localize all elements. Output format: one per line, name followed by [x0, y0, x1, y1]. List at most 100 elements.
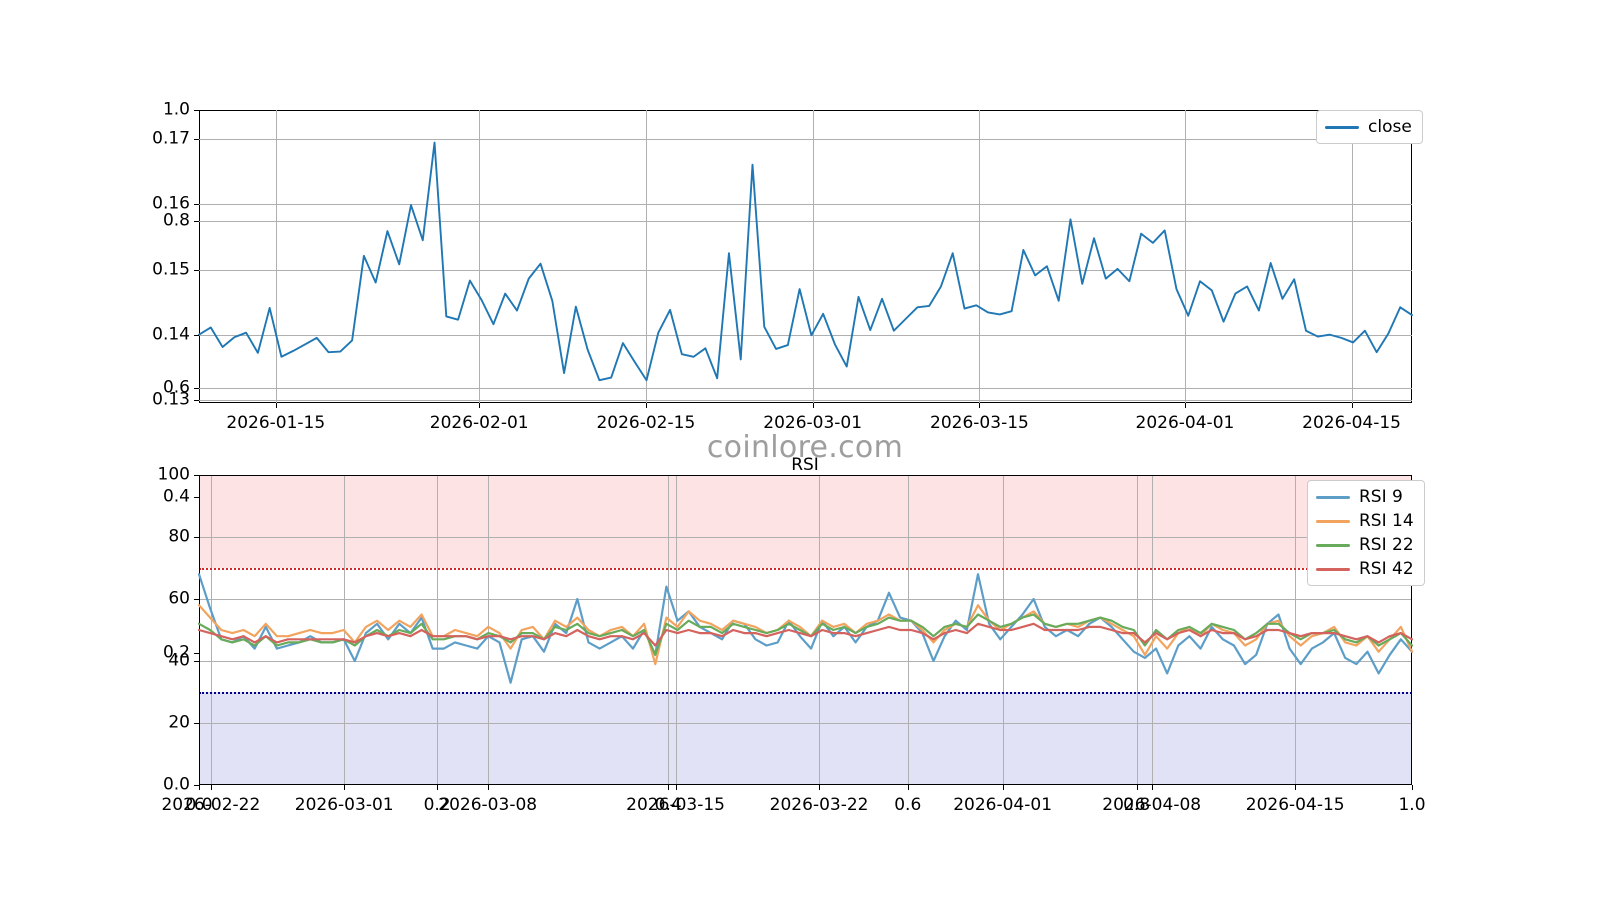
price-chart-plot-area: 1.0 0.17 0.16 0.8 0.15 0.14 0.6 0.13 2026-01-15… [152, 101, 1412, 432]
legend-entry[interactable]: close [1325, 117, 1412, 137]
x-tick-mark [1184, 403, 1186, 408]
y-tick-label: 0.2 [162, 642, 190, 663]
x-tick-mark [1351, 403, 1353, 408]
legend-label: RSI 14 [1359, 510, 1414, 531]
x-tick-mark [479, 403, 481, 408]
gridline-horizontal [199, 399, 1412, 401]
price-chart-legend[interactable]: close [1316, 110, 1423, 144]
x-tick-mark [1002, 785, 1004, 790]
x-tick-mark [812, 403, 814, 408]
gridline-vertical [275, 110, 277, 403]
x-tick-mark [675, 785, 677, 790]
x-tick-label: 0.4 [654, 795, 682, 815]
gridline-horizontal [199, 220, 1412, 222]
x-tick-label: 2026-03-15 [930, 413, 1029, 433]
x-tick-label: 2026-02-01 [429, 413, 529, 433]
y-tick-mark [194, 537, 199, 538]
x-tick-mark [1412, 785, 1413, 790]
y-tick-label: 1.0 [162, 99, 190, 120]
y-tick-label: 0.0 [162, 774, 190, 795]
legend-color-swatch [1316, 567, 1350, 571]
x-tick-label: 2026-03-22 [769, 795, 869, 815]
y-tick-mark [194, 399, 199, 401]
y-tick-mark [194, 661, 199, 662]
gridline-vertical [437, 475, 439, 785]
rsi-threshold-oversold [199, 692, 1412, 694]
gridline-vertical [1151, 475, 1153, 785]
x-tick-mark [907, 785, 909, 790]
y-tick-label: 60 [168, 588, 190, 609]
y-tick-mark [194, 204, 199, 206]
legend-color-swatch [1325, 125, 1359, 129]
gridline-vertical [645, 110, 647, 403]
legend-label: RSI 9 [1359, 486, 1403, 507]
y-tick-mark [194, 220, 199, 222]
rsi-chart-title: RSI [791, 455, 819, 475]
x-tick-label: 0.2 [423, 795, 451, 815]
y-tick-mark [194, 653, 199, 655]
legend-entry[interactable]: RSI 14 [1316, 511, 1414, 531]
rsi-band-overbought [199, 475, 1412, 568]
y-tick-mark [194, 496, 199, 498]
y-tick-label: 0.17 [152, 128, 190, 149]
y-tick-mark [194, 139, 199, 141]
y-tick-label: 0.16 [152, 193, 190, 214]
y-tick-label: 80 [168, 526, 190, 547]
rsi-chart-series-group [199, 475, 1412, 785]
x-tick-mark [199, 785, 200, 790]
y-tick-label: 0.4 [162, 486, 190, 507]
y-tick-label: 40 [168, 650, 190, 671]
gridline-vertical [979, 110, 981, 403]
gridline-horizontal [199, 599, 1412, 600]
x-tick-mark [1295, 785, 1297, 790]
legend-label: RSI 22 [1359, 534, 1414, 555]
gridline-vertical [1295, 475, 1297, 785]
x-tick-mark [487, 785, 489, 790]
legend-label: RSI 42 [1359, 558, 1414, 579]
x-tick-label: 2026-04-15 [1245, 795, 1345, 815]
gridline-vertical [487, 475, 489, 785]
y-tick-mark [194, 388, 199, 390]
x-tick-label: 0.0 [185, 795, 213, 815]
gridline-horizontal [199, 723, 1412, 724]
gridline-vertical [1184, 110, 1186, 403]
y-tick-mark [194, 723, 199, 724]
x-tick-mark [668, 785, 670, 790]
x-tick-label: 2026-02-15 [596, 413, 696, 433]
legend-entry[interactable]: RSI 9 [1316, 487, 1414, 507]
x-tick-label: 0.8 [1123, 795, 1151, 815]
x-tick-mark [819, 785, 821, 790]
x-tick-mark [275, 403, 277, 408]
y-tick-label: 20 [168, 712, 190, 733]
y-tick-label: 0.8 [162, 210, 190, 231]
x-tick-mark [1136, 785, 1138, 790]
rsi-chart-legend[interactable]: RSI 9 RSI 14 RSI 22 RSI 42 [1307, 480, 1425, 586]
y-tick-mark [194, 475, 199, 476]
legend-color-swatch [1316, 495, 1350, 499]
price-chart-series-close [199, 110, 1412, 403]
x-tick-mark [210, 785, 212, 790]
y-tick-mark [194, 334, 199, 336]
y-tick-label: 100 [157, 464, 190, 485]
legend-entry[interactable]: RSI 22 [1316, 535, 1414, 555]
gridline-horizontal [199, 661, 1412, 662]
x-tick-label: 2026-04-01 [953, 795, 1053, 815]
legend-entry[interactable]: RSI 42 [1316, 559, 1414, 579]
x-tick-label: 2026-01-15 [226, 413, 326, 433]
x-tick-mark [1151, 785, 1153, 790]
x-tick-label: 2026-04-01 [1135, 413, 1235, 433]
watermark-coinlore: coinlore.com [706, 430, 904, 465]
x-tick-label: 2026-04-15 [1302, 413, 1401, 433]
y-tick-label: 0.14 [152, 324, 190, 345]
legend-color-swatch [1316, 543, 1350, 547]
x-tick-label: 2026-03-01 [294, 795, 394, 815]
gridline-vertical [1136, 475, 1138, 785]
gridline-vertical [812, 110, 814, 403]
x-tick-label: 2026-02-22 [161, 795, 261, 815]
y-tick-label: 0.6 [162, 377, 190, 398]
gridline-horizontal [199, 204, 1412, 206]
y-tick-mark [194, 599, 199, 600]
y-tick-label: 0.13 [152, 389, 190, 410]
legend-color-swatch [1316, 519, 1350, 523]
